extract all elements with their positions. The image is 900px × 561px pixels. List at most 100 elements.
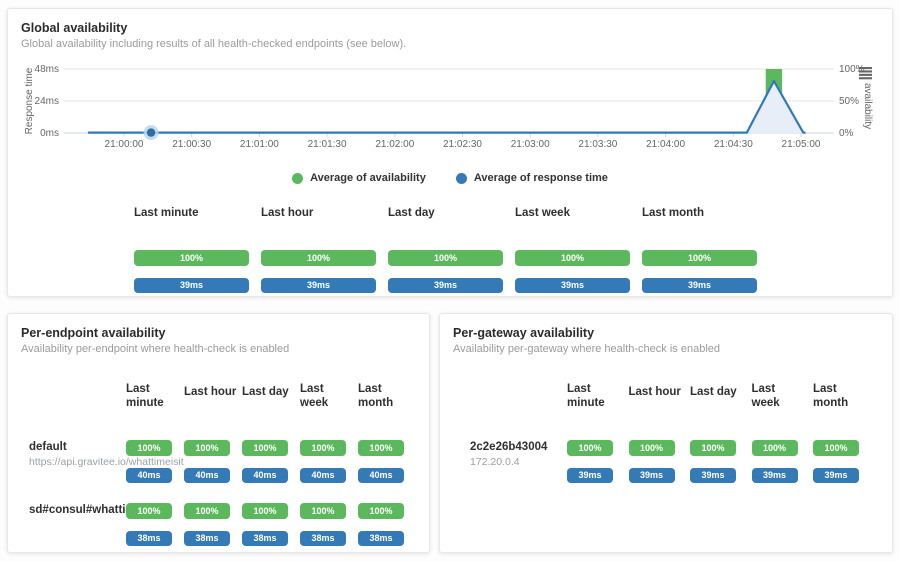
response-time-badge: 38ms	[184, 531, 230, 546]
table-column-header: Last week	[752, 382, 814, 411]
availability-badge: 100%	[813, 440, 859, 456]
table-cell: 100% 40ms	[358, 440, 416, 483]
response-time-badge: 38ms	[300, 531, 346, 546]
table-column-header-label: Last day	[242, 386, 289, 398]
table-cell: 100% 40ms	[242, 440, 300, 483]
summary-column: Last month 100% 39ms	[642, 206, 757, 293]
y-axis-tick-label: 48ms	[35, 64, 59, 75]
table-row: 2c2e26b43004 172.20.0.4 100% 39ms 100% 39ms 10…	[470, 440, 875, 483]
response-time-badge: 39ms	[690, 468, 736, 483]
table-cell: 100% 39ms	[751, 440, 814, 483]
x-axis-tick-label: 21:03:30	[578, 139, 617, 150]
chart-menu-icon[interactable]	[859, 67, 872, 80]
response-time-badge: 39ms	[515, 278, 630, 293]
table-cell: 100% 40ms	[300, 440, 358, 483]
x-axis-tick-label: 21:01:00	[240, 139, 279, 150]
chart-menu-icon-line	[859, 77, 872, 80]
right-axis-title: availability	[862, 83, 873, 129]
x-axis-tick-label: 21:00:30	[172, 139, 211, 150]
panel-subtitle: Global availability including results of…	[21, 38, 407, 50]
per-gateway-availability-panel: Per-gateway availability Availability pe…	[439, 313, 893, 553]
response-time-badge: 39ms	[567, 468, 613, 483]
x-axis-tick-label: 21:02:30	[443, 139, 482, 150]
table-row: sd#consul#whattimeisit 100% 38ms 100% 38ms 10…	[29, 503, 416, 546]
chart-menu-icon-line	[859, 73, 872, 76]
response-time-badge: 39ms	[628, 468, 675, 483]
response-time-badge: 39ms	[751, 468, 798, 483]
global-availability-panel: Global availability Global availability …	[7, 8, 893, 297]
table-header-spacer	[29, 382, 126, 411]
response-time-area	[87, 81, 806, 133]
per-endpoint-availability-panel: Per-endpoint availability Availability p…	[7, 313, 430, 553]
x-axis-tick-label: 21:03:00	[511, 139, 550, 150]
legend-item[interactable]: Average of response time	[455, 172, 608, 184]
right-axis-tick-label: 50%	[839, 96, 859, 107]
availability-badge: 100%	[134, 250, 249, 266]
panel-subtitle: Availability per-gateway where health-ch…	[453, 343, 721, 355]
panel-title: Per-gateway availability	[453, 326, 595, 340]
table-cell: 100% 39ms	[628, 440, 691, 483]
table-column-header-label: Last month	[358, 383, 394, 409]
availability-badge: 100%	[126, 440, 172, 456]
table-cell: 100% 38ms	[184, 503, 242, 546]
availability-badge: 100%	[300, 503, 346, 519]
availability-badge: 100%	[300, 440, 346, 456]
right-axis-tick-label: 0%	[839, 128, 854, 139]
panel-subtitle: Availability per-endpoint where health-c…	[21, 343, 290, 355]
table-column-header-label: Last week	[751, 383, 780, 409]
table-column-header-label: Last week	[300, 383, 329, 409]
summary-column-header: Last day	[388, 207, 435, 219]
availability-chart: 0ms 0% 24ms 50% 48ms 100% 21:00:00 21:00:30 21:0…	[24, 64, 873, 150]
data-point-marker[interactable]	[146, 128, 156, 137]
x-axis-tick-label: 21:01:30	[308, 139, 347, 150]
right-axis-tick-label: 100%	[839, 64, 865, 75]
row-name: sd#consul#whattimeisit	[29, 504, 159, 516]
summary-column: Last minute 100% 39ms	[134, 206, 249, 293]
response-time-badge: 39ms	[642, 278, 757, 293]
availability-badge: 100%	[358, 440, 404, 456]
row-name-cell: sd#consul#whattimeisit	[29, 503, 159, 546]
row-detail: https://api.gravitee.io/whattimeisit	[29, 456, 184, 468]
availability-badge: 100%	[628, 440, 675, 456]
table-column-header-label: Last day	[690, 386, 737, 398]
table-cell: 100% 40ms	[184, 440, 242, 483]
table-column-header: Last minute	[567, 382, 629, 411]
response-time-badge: 39ms	[388, 278, 503, 293]
availability-badge: 100%	[242, 440, 288, 456]
table-column-header: Last month	[813, 382, 875, 411]
table-header-row: Last minute Last hour Last day Last week Las…	[470, 382, 875, 411]
table-column-header: Last hour	[629, 382, 691, 411]
table-row: default https://api.gravitee.io/whattimei…	[29, 440, 416, 483]
x-axis-tick-label: 21:05:00	[782, 139, 821, 150]
availability-badge: 100%	[388, 250, 503, 266]
table-column-header-label: Last hour	[184, 386, 237, 398]
table-column-header-label: Last minute	[567, 383, 605, 409]
table-header-spacer	[470, 382, 567, 411]
panel-title: Per-endpoint availability	[21, 326, 166, 340]
x-axis-tick-label: 21:04:00	[646, 139, 685, 150]
availability-badge: 100%	[642, 250, 757, 266]
summary-column-header: Last week	[515, 207, 570, 219]
summary-column-header: Last month	[642, 207, 704, 219]
table-column-header: Last minute	[126, 382, 184, 411]
response-time-badge: 40ms	[242, 468, 288, 483]
table-column-header-label: Last hour	[628, 386, 681, 398]
table-column-header: Last hour	[184, 382, 242, 411]
y-axis-tick-label: 24ms	[35, 96, 59, 107]
table-cell: 100% 38ms	[126, 503, 184, 546]
summary-column: Last week 100% 39ms	[515, 206, 630, 293]
table-column-header: Last month	[358, 382, 416, 411]
chart-menu-icon-line	[859, 67, 872, 70]
chart-legend: Average of availability Average of respon…	[8, 172, 892, 184]
x-axis-tick-label: 21:04:30	[714, 139, 753, 150]
x-axis-tick-label: 21:00:00	[105, 139, 144, 150]
table-cell: 100% 39ms	[813, 440, 875, 483]
summary-column: Last hour 100% 39ms	[261, 206, 376, 293]
table-cell: 100% 38ms	[242, 503, 300, 546]
response-time-badge: 38ms	[358, 531, 404, 546]
legend-item[interactable]: Average of availability	[292, 172, 426, 184]
row-name: default	[29, 441, 67, 453]
response-time-line	[87, 79, 806, 134]
table-cell: 100% 38ms	[300, 503, 358, 546]
table-cell: 100% 39ms	[690, 440, 752, 483]
